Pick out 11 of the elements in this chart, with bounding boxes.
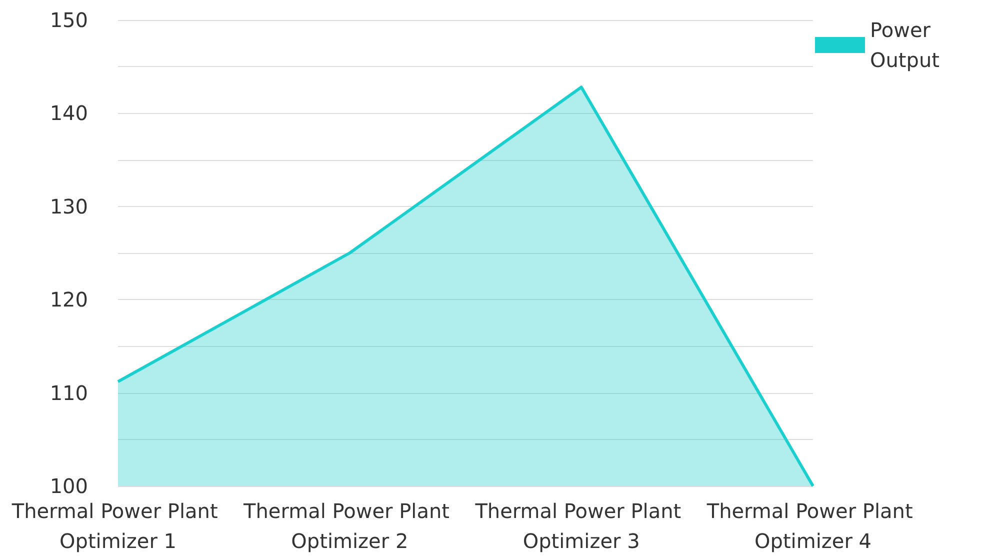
x-tick-label: Thermal Power Plant Optimizer 2 xyxy=(242,499,456,553)
y-tick-label: 100 xyxy=(50,474,88,498)
y-tick-label: 130 xyxy=(50,194,88,218)
legend-label: Power Output xyxy=(870,18,940,72)
y-tick-label: 120 xyxy=(50,288,88,312)
y-tick-label: 110 xyxy=(50,380,88,405)
y-tick-label: 150 xyxy=(50,8,88,32)
y-tick-label: 140 xyxy=(50,101,88,126)
x-tick-label: Thermal Power Plant Optimizer 3 xyxy=(474,499,688,553)
x-tick-label: Thermal Power Plant Optimizer 1 xyxy=(10,499,224,553)
x-tick-label: Thermal Power Plant Optimizer 4 xyxy=(706,499,920,553)
